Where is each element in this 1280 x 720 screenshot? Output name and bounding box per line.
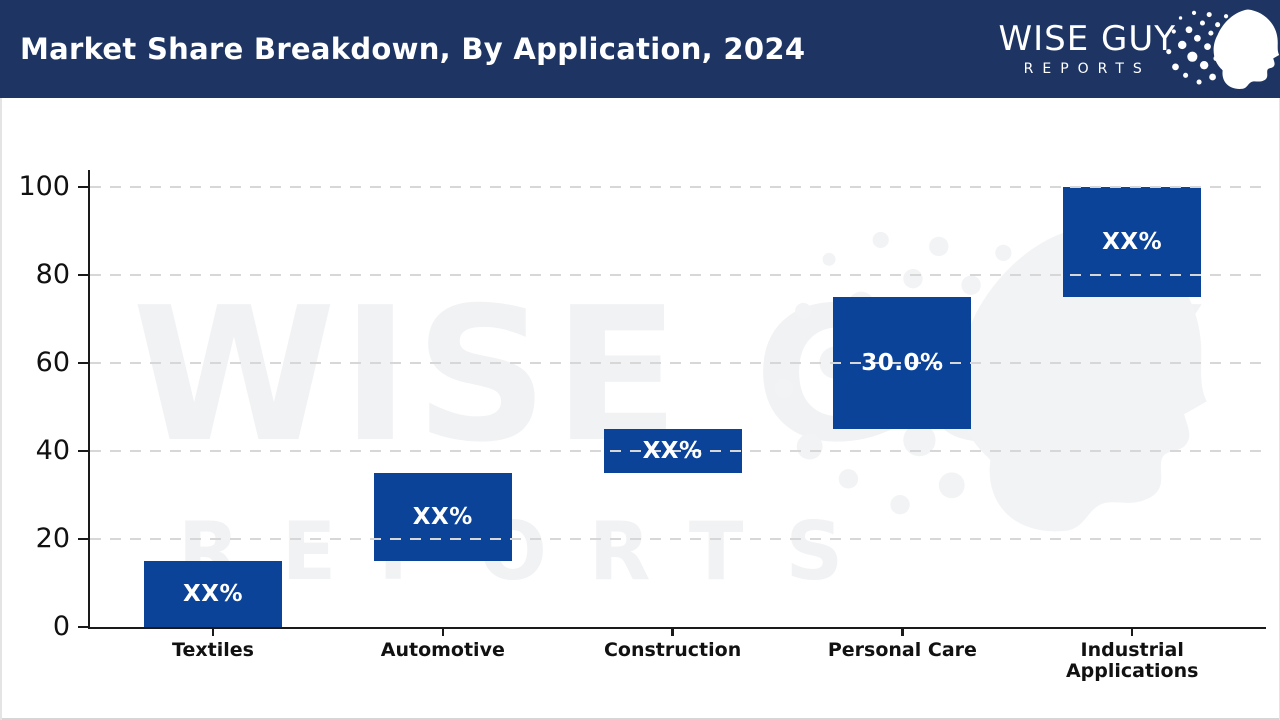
bar-automotive: XX% [373, 473, 512, 561]
page-title: Market Share Breakdown, By Application, … [20, 32, 806, 66]
y-tick-label-0: 0 [52, 611, 70, 642]
x-tick-label-line: Industrial [1080, 639, 1184, 661]
plot-area: 0 20 40 60 80 100 XX% Textiles XX% Automotive XX% C… [18, 170, 1266, 682]
brand-subtitle: REPORTS [1023, 60, 1151, 77]
x-tick-label-automotive: Automotive [333, 640, 553, 661]
y-axis-tick-100 [77, 185, 88, 189]
x-tick-label-construction: Construction [563, 640, 783, 661]
bar-value-label-automotive: XX% [412, 504, 473, 530]
y-axis-tick-60 [77, 361, 88, 365]
x-axis-tick-textiles [211, 627, 215, 636]
frame-right-edge [1278, 98, 1280, 720]
brand-logo: WISE GUY REPORTS [998, 0, 1280, 98]
wise-guy-face-icon [1166, 9, 1280, 89]
x-tick-label-textiles: Textiles [103, 640, 323, 661]
x-tick-label-line: Automotive [380, 639, 505, 661]
x-axis-tick-construction [671, 627, 674, 636]
x-tick-label-industrial-applications: Industrial Applications [1022, 640, 1242, 682]
y-axis-tick-0 [77, 625, 88, 629]
y-tick-label-100: 100 [18, 171, 70, 202]
x-tick-label-line: Applications [1065, 660, 1199, 682]
y-axis-tick-40 [77, 449, 88, 453]
bar-value-label-construction: XX% [642, 438, 703, 464]
bar-industrial-applications: XX% [1063, 187, 1202, 297]
frame-left-edge [0, 98, 2, 720]
x-axis-tick-personal-care [901, 627, 904, 636]
bar-textiles: XX% [144, 561, 282, 627]
frame-bottom-edge [0, 718, 1280, 720]
y-axis-tick-20 [77, 537, 88, 541]
gridline-80 [90, 274, 1266, 276]
bar-value-label-industrial-applications: XX% [1102, 229, 1163, 255]
x-axis-tick-industrial-applications [1130, 627, 1134, 636]
x-tick-label-line: Construction [603, 639, 742, 661]
gridline-20 [90, 538, 1266, 540]
x-axis-tick-automotive [441, 627, 445, 636]
x-tick-label-line: Textiles [172, 639, 254, 661]
y-tick-label-60: 60 [35, 347, 70, 378]
brand-logo-text: WISE GUY REPORTS [998, 22, 1176, 77]
y-tick-label-80: 80 [35, 259, 70, 290]
y-tick-label-40: 40 [35, 435, 70, 466]
brand-name: WISE GUY [998, 18, 1176, 59]
bar-value-label-personal-care: 30.0% [861, 350, 944, 376]
y-tick-label-20: 20 [35, 523, 70, 554]
gridline-60 [90, 362, 1266, 364]
bar-value-label-textiles: XX% [182, 581, 243, 607]
x-tick-label-personal-care: Personal Care [792, 640, 1012, 661]
header: Market Share Breakdown, By Application, … [0, 0, 1280, 98]
x-tick-label-line: Personal Care [827, 639, 977, 661]
gridline-40 [90, 450, 1266, 452]
gridline-100 [90, 186, 1266, 188]
y-axis-tick-80 [77, 273, 88, 277]
